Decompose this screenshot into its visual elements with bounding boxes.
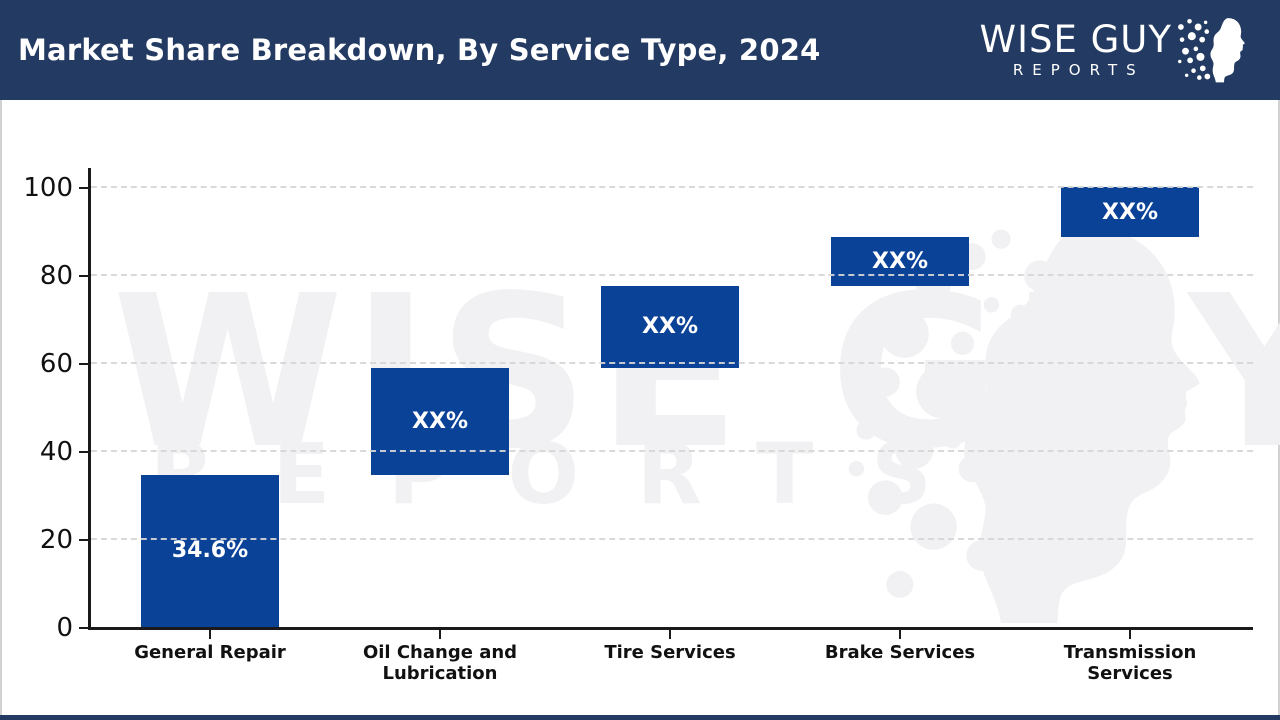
- x-axis-category-label: Oil Change and Lubrication: [362, 642, 518, 684]
- footer-strip: [0, 715, 1280, 720]
- x-axis-category-label: General Repair: [134, 642, 286, 663]
- y-axis-tick-mark: [79, 187, 88, 189]
- y-axis-tick-mark: [79, 539, 88, 541]
- gridline: [91, 362, 1253, 364]
- page-title: Market Share Breakdown, By Service Type,…: [18, 33, 821, 67]
- logo-wordmark: WISE GUY: [979, 18, 1172, 61]
- header: Market Share Breakdown, By Service Type,…: [0, 0, 1280, 100]
- x-axis-category-label: Tire Services: [604, 642, 736, 663]
- gridline: [91, 538, 1253, 540]
- bar-segment: XX%: [1061, 187, 1199, 238]
- y-axis-tick-mark: [79, 363, 88, 365]
- x-axis-category-label: Transmission Services: [1063, 642, 1197, 684]
- x-axis-tick-mark: [899, 630, 901, 639]
- y-axis-line: [88, 168, 91, 630]
- gridline: [91, 450, 1253, 452]
- x-axis-tick-mark: [209, 630, 211, 639]
- x-axis-line: [88, 627, 1253, 630]
- y-axis-tick-mark: [79, 451, 88, 453]
- x-axis-category-label: Brake Services: [824, 642, 976, 663]
- y-axis-tick-label: 20: [39, 525, 73, 555]
- watermark-face-icon: [848, 227, 1200, 623]
- bar-segment: 34.6%: [141, 474, 279, 627]
- x-axis-tick-mark: [1129, 630, 1131, 639]
- frame-right-border: [1278, 100, 1280, 720]
- bar-value-label: XX%: [412, 408, 468, 434]
- y-axis-tick-mark: [79, 275, 88, 277]
- y-axis-tick-mark: [79, 627, 88, 629]
- watermark-subtitle: REPORTS: [150, 425, 990, 523]
- bar-value-label: 34.6%: [171, 538, 249, 564]
- y-axis-tick-label: 100: [23, 173, 73, 203]
- bar-segment: XX%: [371, 367, 509, 475]
- bar-value-label: XX%: [1102, 199, 1158, 225]
- y-axis-tick-label: 60: [39, 349, 73, 379]
- y-axis-tick-label: 0: [56, 613, 73, 643]
- x-axis-tick-mark: [669, 630, 671, 639]
- y-axis-tick-label: 80: [39, 261, 73, 291]
- bar-segment: XX%: [601, 286, 739, 368]
- logo-subtitle: REPORTS: [1012, 61, 1145, 79]
- wise-guy-logo: WISE GUY REPORTS: [980, 2, 1266, 98]
- logo-face-icon: [1178, 18, 1245, 83]
- frame-left-border: [0, 100, 2, 720]
- waterfall-chart: 0 20 40 60 80 100 34.6% General Repair XX% Oil Ch…: [0, 100, 1280, 715]
- logo-text: WISE GUY REPORTS: [980, 21, 1172, 79]
- y-axis-tick-label: 40: [39, 437, 73, 467]
- bar-value-label: XX%: [642, 314, 698, 340]
- bar-segment: XX%: [831, 237, 969, 286]
- gridline: [91, 274, 1253, 276]
- gridline: [91, 186, 1253, 188]
- x-axis-tick-mark: [439, 630, 441, 639]
- bar-value-label: XX%: [872, 249, 928, 275]
